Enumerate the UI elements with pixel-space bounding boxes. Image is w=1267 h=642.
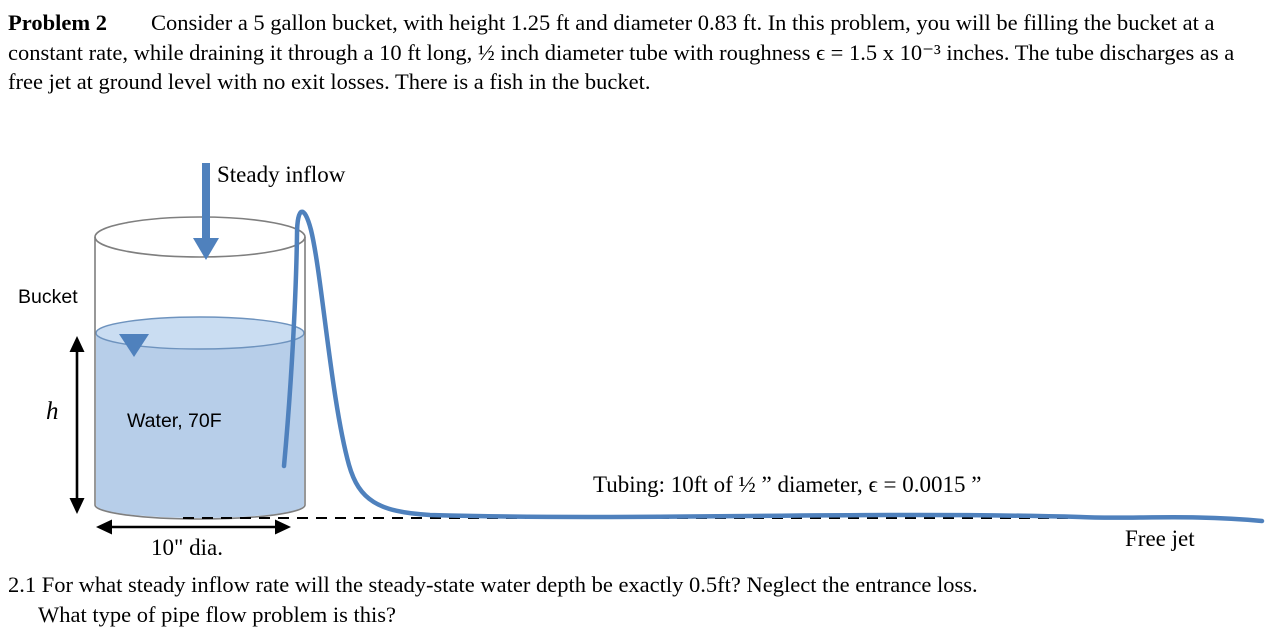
- water-temperature-label: Water, 70F: [127, 410, 222, 432]
- water-depth-label: h: [46, 398, 59, 425]
- question-2-1: 2.1 For what steady inflow rate will the…: [8, 570, 1261, 630]
- bucket-bottom: [94, 504, 306, 520]
- problem-body: Consider a 5 gallon bucket, with height …: [8, 10, 1235, 94]
- problem-statement: Problem 2 Consider a 5 gallon bucket, wit…: [8, 8, 1261, 97]
- question-2-1-line2: What type of pipe flow problem is this?: [38, 602, 397, 627]
- free-jet-label: Free jet: [1125, 526, 1195, 551]
- bucket-diameter-label: 10" dia.: [151, 535, 223, 560]
- steady-inflow-label: Steady inflow: [217, 162, 346, 187]
- drain-tube: [281, 209, 1265, 524]
- water-body: [96, 333, 304, 518]
- height-dimension-arrow: [69, 336, 85, 514]
- diameter-dimension-arrow: [96, 519, 291, 535]
- bucket-label: Bucket: [18, 286, 78, 308]
- water-surface: [95, 316, 305, 350]
- water-level-marker-icon: [119, 334, 149, 357]
- problem-heading: Problem 2: [8, 10, 107, 35]
- inflow-arrow: [193, 163, 219, 260]
- bucket-rim: [94, 216, 306, 258]
- tubing-spec-label: Tubing: 10ft of ½ ” diameter, ϵ = 0.0015…: [593, 472, 982, 497]
- question-2-1-line1: 2.1 For what steady inflow rate will the…: [8, 572, 978, 597]
